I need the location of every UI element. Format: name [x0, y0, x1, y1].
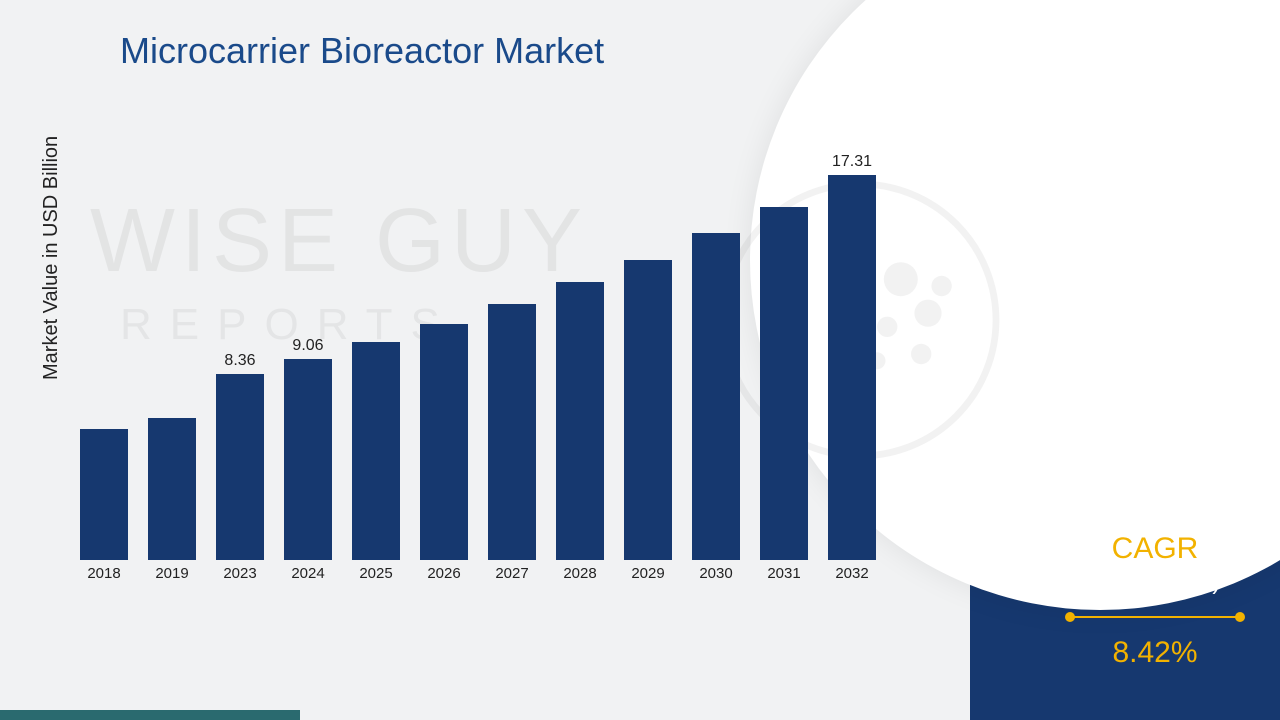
brand-logo: WISE GUY R E P O R T S [894, 30, 1240, 89]
bar-group [556, 282, 604, 560]
cagr-value: 8.42% [1070, 636, 1240, 670]
bar-group [488, 304, 536, 560]
bar-group [692, 233, 740, 560]
bar-group [352, 342, 400, 560]
bar-value-label: 8.36 [216, 352, 264, 370]
x-tick-label: 2023 [216, 565, 264, 582]
cagr-title: CAGR [1070, 532, 1240, 566]
y-axis-label: Market Value in USD Billion [40, 136, 63, 380]
logo-sub-text: R E P O R T S [894, 68, 1140, 89]
bar-group: 8.36 [216, 374, 264, 560]
bar-group [624, 260, 672, 560]
bar-group [420, 324, 468, 560]
bar-value-label: 17.31 [828, 153, 876, 171]
bar [352, 342, 400, 560]
cagr-period: (2019-2032) [1070, 568, 1240, 596]
x-tick-label: 2029 [624, 565, 672, 582]
bar [80, 429, 128, 560]
bar-value-label: 9.06 [284, 337, 332, 355]
bar-group [760, 207, 808, 560]
plot-region: 8.36 9.06 17.31 [80, 160, 900, 560]
bar [284, 359, 332, 560]
bar [624, 260, 672, 560]
x-tick-label: 2032 [828, 565, 876, 582]
bar [420, 324, 468, 560]
x-tick-label: 2026 [420, 565, 468, 582]
bar-group [148, 418, 196, 560]
bars-container: 8.36 9.06 17.31 [80, 160, 900, 560]
cagr-block: CAGR (2019-2032) 8.42% [1070, 532, 1240, 670]
x-tick-label: 2027 [488, 565, 536, 582]
x-tick-label: 2031 [760, 565, 808, 582]
x-tick-label: 2018 [80, 565, 128, 582]
x-tick-label: 2019 [148, 565, 196, 582]
chart-title: Microcarrier Bioreactor Market [120, 30, 604, 72]
logo-head-icon [1150, 42, 1240, 132]
x-axis: 2018 2019 2023 2024 2025 2026 2027 2028 2029 2030… [80, 565, 900, 595]
chart-area: Microcarrier Bioreactor Market Market Va… [0, 0, 960, 720]
bar [692, 233, 740, 560]
cagr-divider [1070, 616, 1240, 618]
bar [148, 418, 196, 560]
x-tick-label: 2028 [556, 565, 604, 582]
bar [216, 374, 264, 560]
bar-group: 9.06 [284, 359, 332, 560]
bottom-accent-bar [0, 710, 300, 720]
x-tick-label: 2030 [692, 565, 740, 582]
bar [556, 282, 604, 560]
bar [488, 304, 536, 560]
bar [828, 175, 876, 560]
logo-main-text: WISE GUY [894, 30, 1140, 72]
x-tick-label: 2025 [352, 565, 400, 582]
bar [760, 207, 808, 560]
bar-group: 17.31 [828, 175, 876, 560]
x-tick-label: 2024 [284, 565, 332, 582]
bar-group [80, 429, 128, 560]
